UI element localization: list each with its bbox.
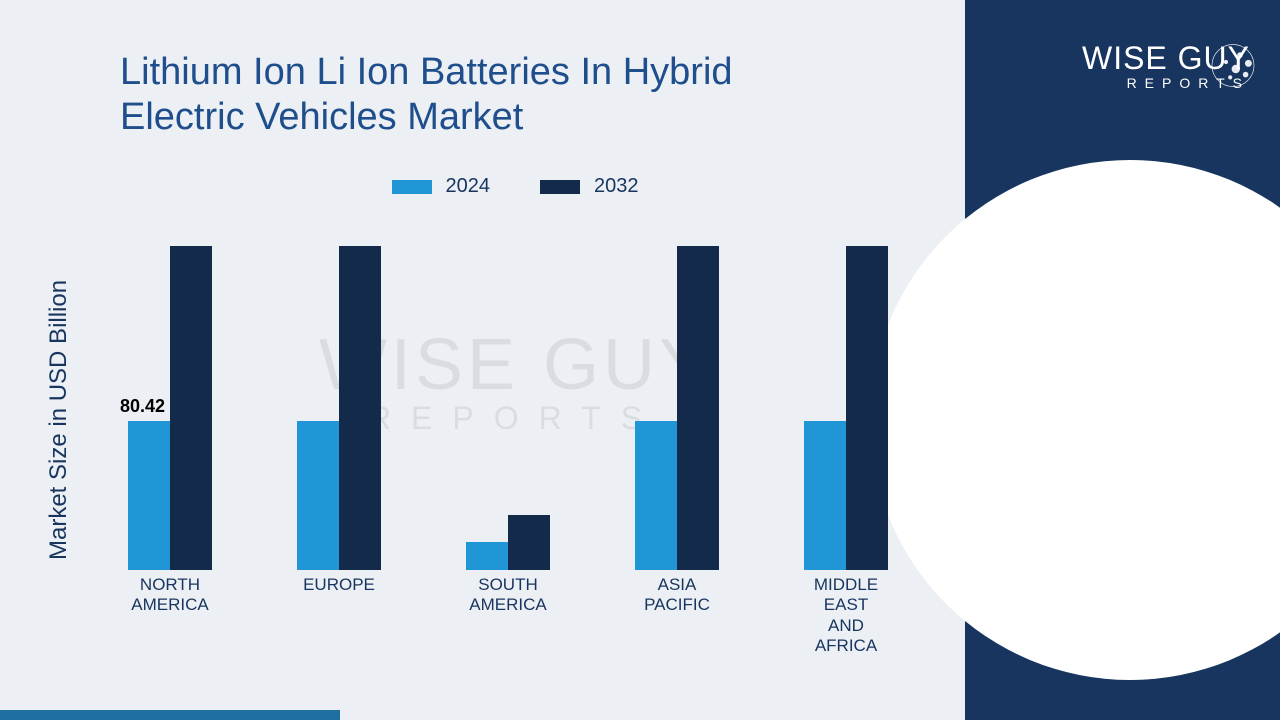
y-axis-label: Market Size in USD Billion (45, 280, 73, 560)
legend-swatch-2024 (392, 180, 432, 194)
bar-group: 80.42 (128, 246, 212, 570)
bar-2024 (128, 421, 170, 570)
bar-group (635, 246, 719, 570)
bar-2032 (170, 246, 212, 570)
chart-title: Lithium Ion Li Ion Batteries In Hybrid E… (120, 50, 840, 140)
x-category-label: SOUTHAMERICA (438, 575, 578, 616)
bar-group (297, 246, 381, 570)
bar-2032 (508, 515, 550, 571)
x-category-label: ASIAPACIFIC (607, 575, 747, 616)
footer-accent-bar (0, 710, 340, 720)
bar-2024 (804, 421, 846, 570)
bar-value-label: 80.42 (120, 396, 165, 417)
bar-group (466, 515, 550, 571)
bar-2024 (297, 421, 339, 570)
decorative-circle (870, 160, 1280, 680)
x-category-label: MIDDLEEASTANDAFRICA (776, 575, 916, 657)
bar-2024 (635, 421, 677, 570)
legend-label-2024: 2024 (446, 175, 491, 198)
bar-group (804, 246, 888, 570)
legend-label-2032: 2032 (594, 175, 639, 198)
legend: 2024 2032 (100, 175, 930, 198)
x-category-label: EUROPE (269, 575, 409, 595)
legend-swatch-2032 (540, 180, 580, 194)
chart-plot-area: 80.42 (100, 200, 930, 570)
head-icon (1198, 34, 1268, 104)
brand-logo: WISE GUY REPORTS (1082, 40, 1250, 91)
bar-2024 (466, 542, 508, 570)
bar-2032 (677, 246, 719, 570)
legend-item-2024: 2024 (392, 175, 491, 198)
x-category-label: NORTHAMERICA (100, 575, 240, 616)
page-root: WISE GUY REPORTS Lithium Ion Li Ion Batt… (0, 0, 1280, 720)
legend-item-2032: 2032 (540, 175, 639, 198)
bar-2032 (339, 246, 381, 570)
bar-2032 (846, 246, 888, 570)
